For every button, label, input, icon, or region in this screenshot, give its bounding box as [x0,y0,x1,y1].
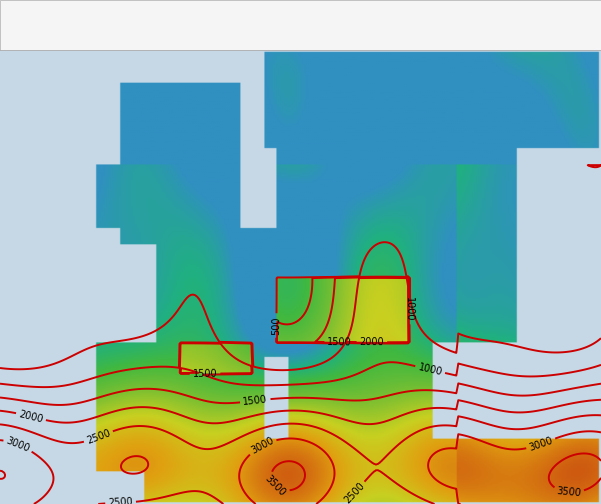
Text: 3000: 3000 [5,435,31,454]
Text: Surface Temperature on Sunday 23 Mar at 10am CET: Surface Temperature on Sunday 23 Mar at … [41,5,560,24]
Text: 1000: 1000 [417,362,443,377]
Text: 3000: 3000 [249,435,275,456]
Text: 2000: 2000 [359,337,384,347]
Text: Freezing level contours: Freezing level contours [220,32,381,46]
Text: 2500: 2500 [108,497,133,504]
Text: Surface Temperature on Sunday 23 Mar at 10am CET: Surface Temperature on Sunday 23 Mar at … [41,6,560,25]
Text: 1500: 1500 [193,368,218,379]
Text: 2500: 2500 [85,428,112,446]
Text: 2000: 2000 [18,409,44,424]
Text: 3500: 3500 [263,473,288,498]
Text: 1500: 1500 [242,394,268,407]
Text: 2500: 2500 [342,481,367,504]
Text: 3000: 3000 [528,435,554,453]
Text: 500: 500 [271,316,281,335]
Text: 1500: 1500 [328,337,352,348]
Text: Freezing level contours: Freezing level contours [212,32,389,47]
Text: 3500: 3500 [556,486,582,498]
Text: 1000: 1000 [404,297,415,322]
